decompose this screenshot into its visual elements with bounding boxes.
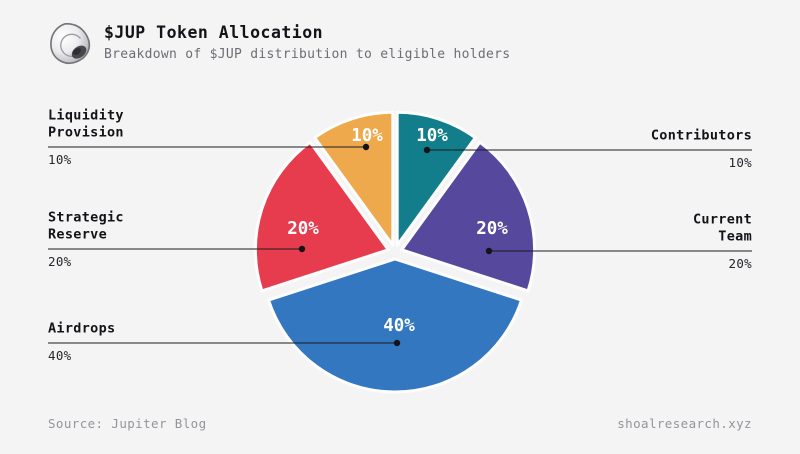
- pie-slice-current-team: [400, 140, 537, 293]
- pie-slice-strategic-reserve: [253, 140, 390, 293]
- callout-value-current-team: 20%: [728, 256, 752, 271]
- shell-icon: [50, 23, 91, 65]
- leader-dot-current-team: [485, 247, 493, 255]
- leader-dot-contributors: [423, 146, 431, 154]
- slice-percent-label: 10%: [416, 126, 448, 146]
- callout-value-strategic-reserve: 20%: [48, 254, 72, 269]
- header: $JUP Token Allocation Breakdown of $JUP …: [46, 20, 510, 65]
- callout-value-liquidity-provision: 10%: [48, 152, 72, 167]
- slice-percent-label: 10%: [351, 126, 383, 146]
- site-credit: shoalresearch.xyz: [617, 416, 752, 431]
- slice-percent-label: 20%: [287, 219, 319, 239]
- pie-slice-airdrops: [267, 257, 523, 394]
- pie-slice-contributors: [395, 110, 477, 247]
- callout-value-airdrops: 40%: [48, 348, 72, 363]
- leader-dot-liquidity-provision: [362, 143, 370, 151]
- source-credit: Source: Jupiter Blog: [48, 416, 207, 431]
- callout-label-liquidity-provision: Liquidity Provision: [48, 107, 124, 141]
- leader-dot-strategic-reserve: [298, 245, 306, 253]
- callout-label-airdrops: Airdrops: [48, 320, 116, 337]
- callout-label-contributors: Contributors: [650, 127, 752, 144]
- page-subtitle: Breakdown of $JUP distribution to eligib…: [104, 47, 511, 62]
- callout-value-contributors: 10%: [728, 155, 752, 170]
- leader-dot-airdrops: [393, 339, 401, 347]
- slice-percent-label: 40%: [383, 316, 415, 336]
- page-title: $JUP Token Allocation: [104, 23, 324, 42]
- pie-slice-liquidity-provision: [313, 110, 395, 247]
- slice-percent-label: 20%: [476, 219, 508, 239]
- callout-label-strategic-reserve: Strategic Reserve: [48, 209, 124, 243]
- callout-label-current-team: Current Team: [693, 211, 752, 245]
